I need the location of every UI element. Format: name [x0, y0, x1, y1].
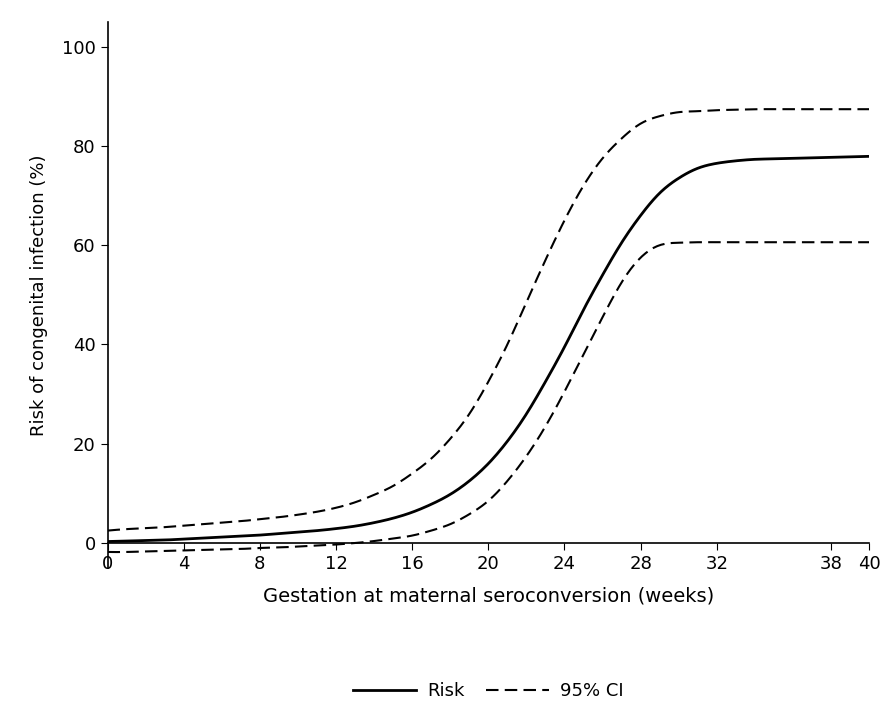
X-axis label: Gestation at maternal seroconversion (weeks): Gestation at maternal seroconversion (we…: [263, 587, 714, 606]
Legend: Risk, 95% CI: Risk, 95% CI: [346, 675, 631, 708]
Y-axis label: Risk of congenital infection (%): Risk of congenital infection (%): [30, 154, 48, 435]
